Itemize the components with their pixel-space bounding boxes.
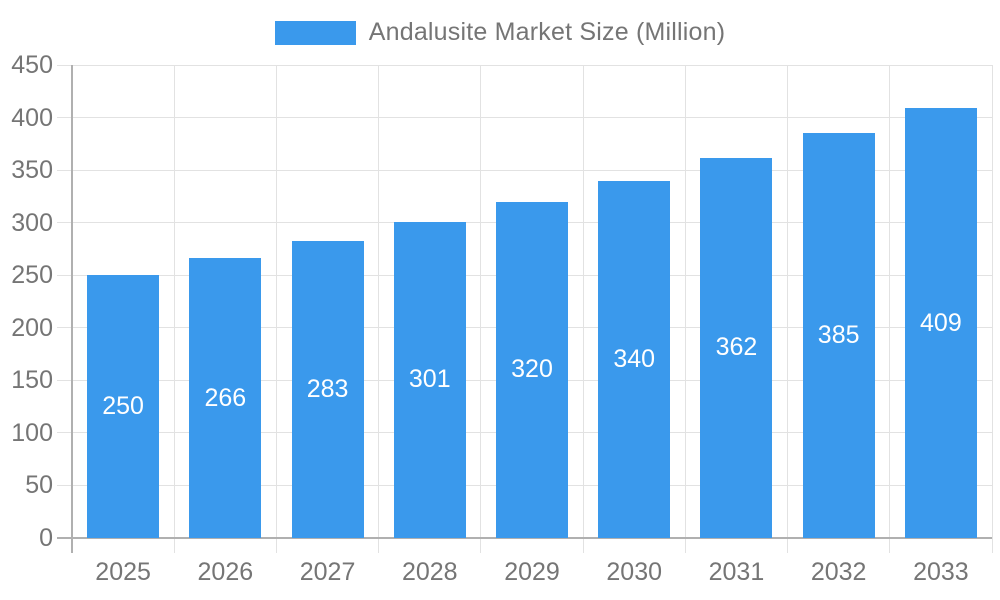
v-gridline (787, 65, 789, 553)
bar-value-label: 340 (613, 344, 656, 373)
h-gridline (57, 117, 992, 119)
bar-value-label: 409 (920, 308, 962, 337)
h-gridline (57, 169, 992, 171)
bar-value-label: 283 (306, 374, 349, 403)
y-tick-label: 100 (11, 418, 53, 447)
bar-value-label: 362 (715, 333, 758, 362)
h-gridline (57, 64, 992, 66)
bar-value-label: 266 (204, 383, 247, 412)
v-gridline (275, 65, 277, 553)
bar-value-label: 385 (817, 321, 860, 350)
v-gridline (480, 65, 482, 553)
v-gridline (582, 65, 584, 553)
legend-swatch (274, 20, 356, 45)
x-axis-line (57, 537, 992, 539)
y-tick-label: 300 (11, 208, 53, 237)
bar-2029: 320 (496, 201, 568, 538)
y-tick-label: 200 (11, 313, 53, 342)
x-tick-label: 2025 (95, 558, 151, 586)
y-tick-label: 400 (11, 103, 53, 132)
bar-2032: 385 (802, 133, 875, 538)
y-tick-label: 450 (11, 51, 53, 79)
legend: Andalusite Market Size (Million) (0, 18, 1000, 47)
bar-2027: 283 (291, 240, 364, 538)
x-tick-label: 2026 (197, 558, 254, 586)
v-gridline (991, 65, 993, 553)
y-tick-label: 0 (39, 524, 53, 552)
plot-area: 250 266 283 301 320 340 362 385 409 0 50 100 150 200… (11, 53, 993, 585)
v-gridline (684, 65, 686, 553)
x-tick-label: 2033 (913, 558, 969, 586)
x-tick-label: 2032 (810, 558, 867, 586)
x-tick-label: 2031 (708, 558, 765, 586)
bar-2033: 409 (904, 108, 977, 538)
bar-2028: 301 (393, 221, 466, 538)
y-axis-line (71, 65, 73, 553)
bar-2030: 340 (598, 180, 671, 538)
v-gridline (173, 65, 175, 553)
v-gridline (889, 65, 891, 553)
bar-value-label: 320 (511, 355, 553, 384)
y-tick-label: 50 (25, 471, 53, 500)
y-tick-label: 350 (11, 156, 53, 185)
legend-label: Andalusite Market Size (Million) (368, 18, 726, 46)
y-tick-label: 150 (11, 366, 53, 395)
x-tick-label: 2027 (299, 558, 356, 586)
bar-2025: 250 (87, 275, 160, 538)
bar-2031: 362 (700, 157, 773, 538)
x-tick-label: 2029 (504, 558, 560, 586)
x-tick-label: 2030 (606, 558, 663, 586)
bar-value-label: 301 (408, 365, 451, 394)
bar-2026: 266 (189, 258, 262, 538)
y-tick-label: 250 (11, 261, 53, 290)
v-gridline (378, 65, 380, 553)
bar-value-label: 250 (102, 392, 144, 421)
x-tick-label: 2028 (401, 558, 458, 586)
